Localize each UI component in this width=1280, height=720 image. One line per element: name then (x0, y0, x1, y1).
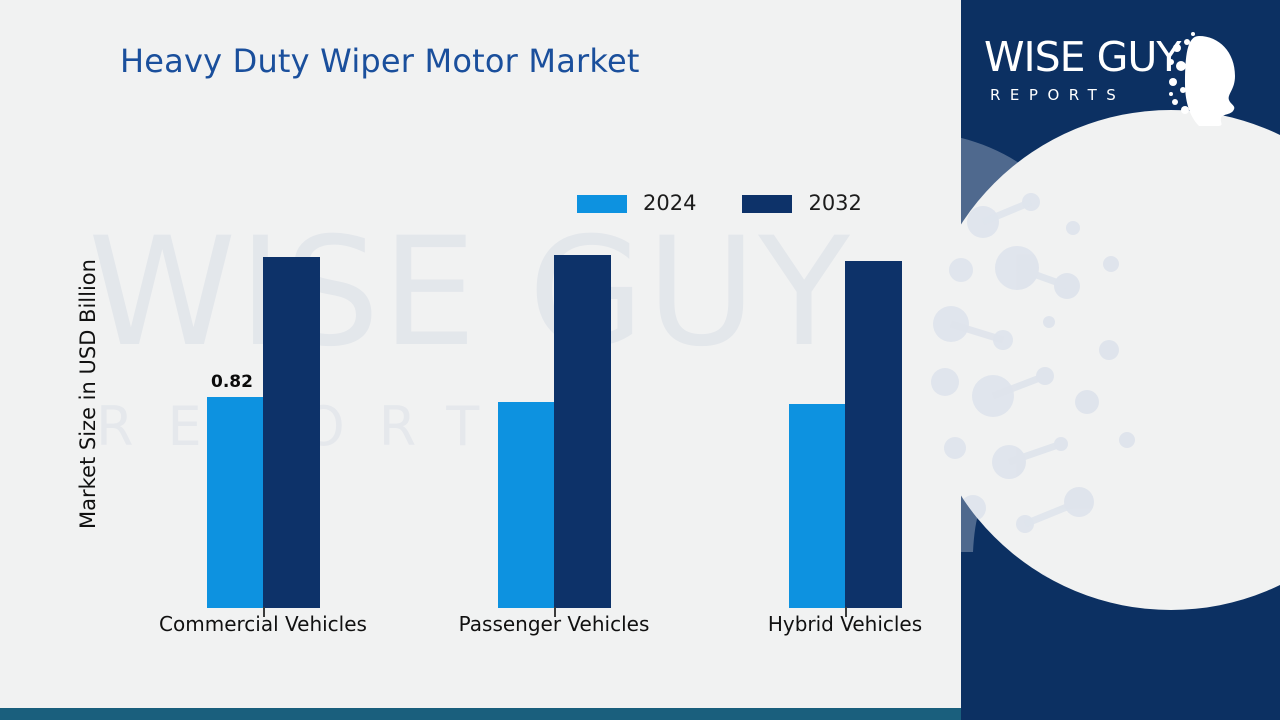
chart-legend: 2024 2032 (577, 193, 862, 214)
legend-item-2024[interactable]: 2024 (577, 193, 696, 214)
logo-secondary-text: REPORTS (990, 86, 1126, 104)
bottom-accent-strip (0, 708, 961, 720)
brand-logo: WISE GUY REPORTS (984, 32, 1235, 126)
bar-2024-commercial-vehicles[interactable] (207, 397, 263, 608)
legend-label-2024: 2024 (643, 191, 697, 215)
x-axis-label-passenger-vehicles: Passenger Vehicles (458, 612, 650, 636)
bar-2032-hybrid-vehicles[interactable] (845, 261, 902, 608)
page-title: Heavy Duty Wiper Motor Market (120, 42, 640, 80)
legend-item-2032[interactable]: 2032 (742, 191, 862, 215)
head-profile-icon (1169, 32, 1235, 126)
legend-swatch-2032 (742, 194, 793, 213)
plot-area: 0.82 (100, 250, 930, 608)
x-axis-label-commercial-vehicles: Commercial Vehicles (159, 612, 367, 636)
legend-label-2032: 2032 (808, 191, 862, 215)
bar-2024-hybrid-vehicles[interactable] (789, 404, 845, 608)
x-axis-tick-1 (263, 607, 265, 617)
y-axis-label: Market Size in USD Billion (76, 259, 100, 529)
bar-2024-passenger-vehicles[interactable] (498, 402, 554, 608)
x-axis-tick-3 (845, 607, 847, 617)
logo-primary-text: WISE GUY (984, 33, 1181, 81)
x-axis-label-hybrid-vehicles: Hybrid Vehicles (767, 612, 923, 636)
bar-2032-passenger-vehicles[interactable] (554, 255, 611, 608)
x-axis-tick-2 (554, 607, 556, 617)
bar-2032-commercial-vehicles[interactable] (263, 257, 320, 608)
bar-value-label-commercial-2024: 0.82 (211, 372, 253, 392)
legend-swatch-2024 (577, 194, 627, 213)
